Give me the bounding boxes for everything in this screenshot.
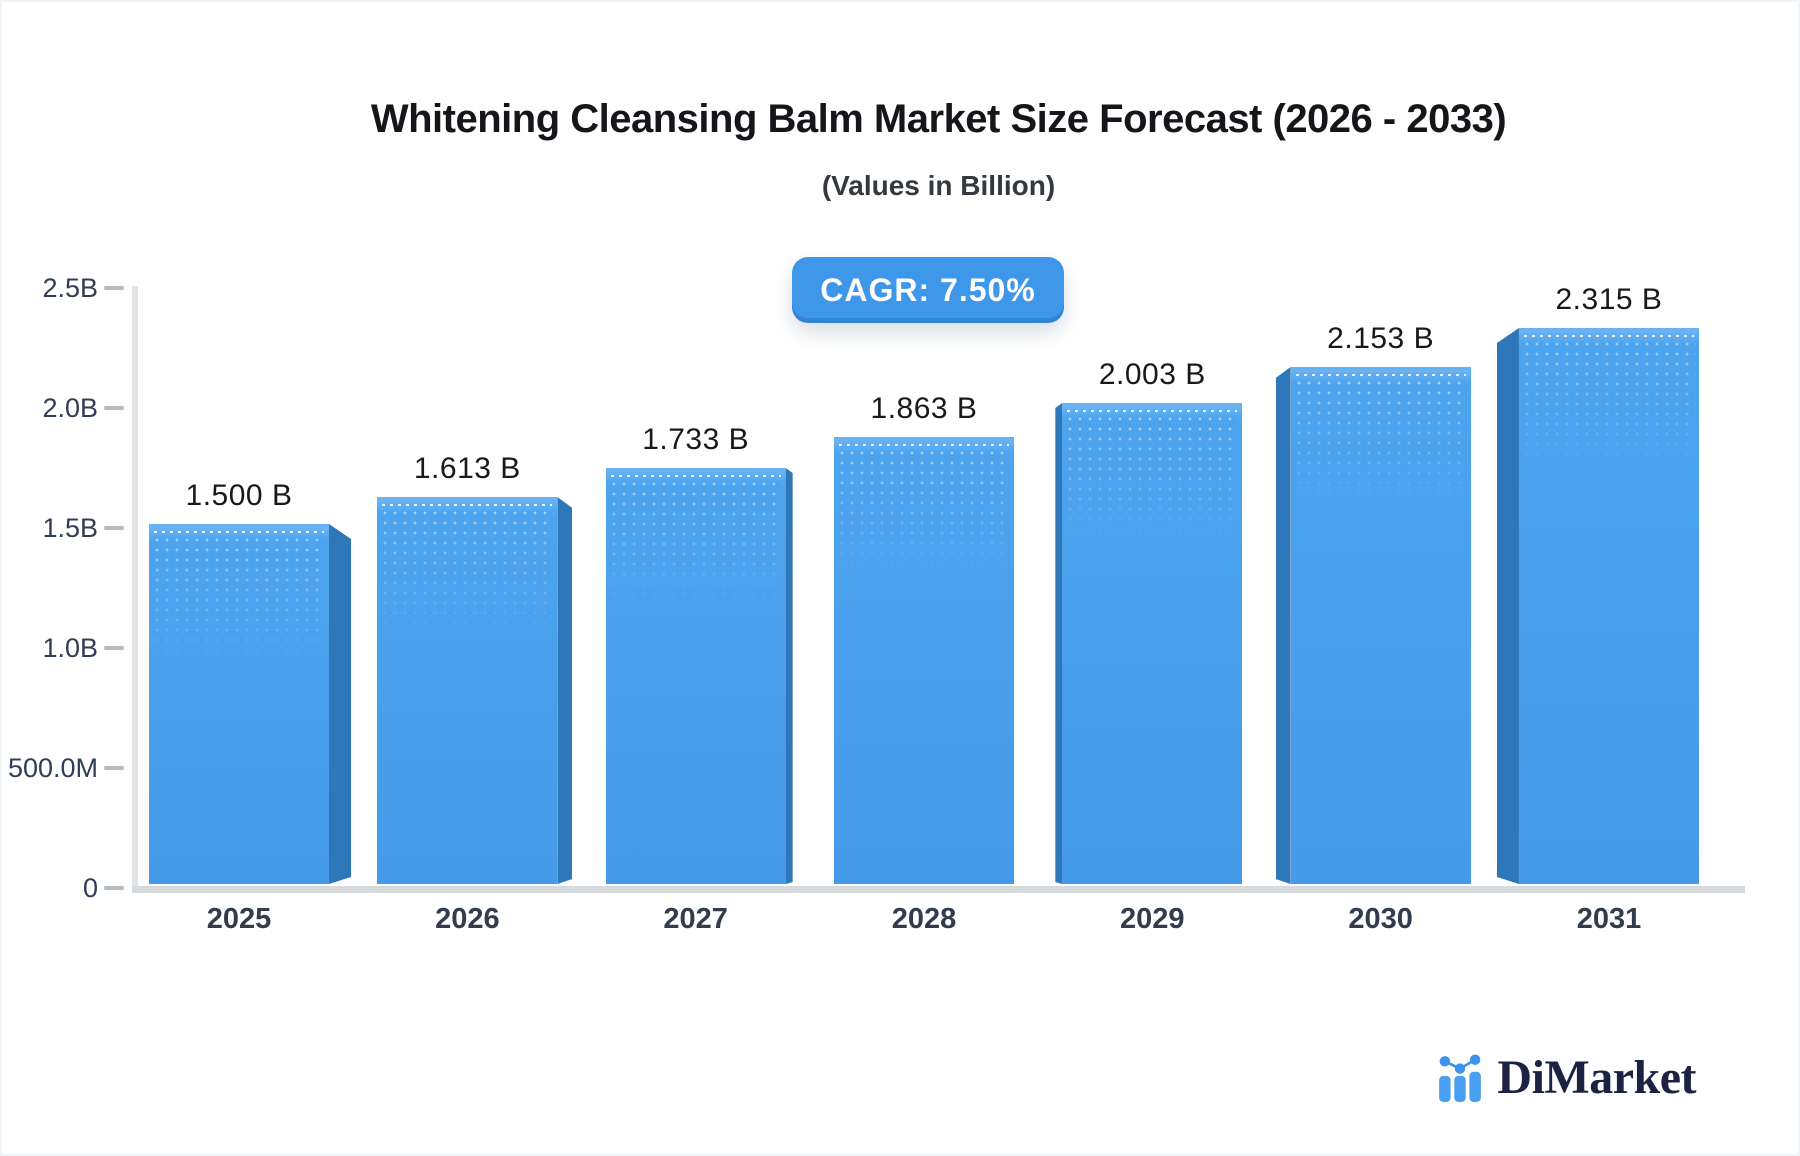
cagr-badge: CAGR: 7.50%	[792, 257, 1064, 323]
bar[interactable]	[1518, 328, 1699, 884]
y-axis-tick	[104, 286, 124, 290]
bar-value-label: 2.003 B	[1098, 358, 1206, 391]
bar-side-face	[1497, 328, 1519, 884]
y-axis-tick	[104, 646, 124, 650]
x-axis-label: 2030	[1348, 903, 1413, 935]
x-axis-label: 2031	[1576, 903, 1642, 935]
bar[interactable]	[605, 468, 786, 884]
cagr-badge-label: CAGR: 7.50%	[820, 271, 1036, 308]
y-axis-label: 1.0B	[42, 633, 98, 663]
y-axis-label: 2.5B	[42, 273, 98, 303]
bar-side-face	[329, 524, 351, 884]
bar-value-label: 1.500 B	[185, 479, 293, 512]
bar-value-label: 2.153 B	[1327, 322, 1435, 355]
bar-value-label: 1.863 B	[870, 392, 978, 425]
bar[interactable]	[833, 437, 1014, 884]
bar-value-label: 1.733 B	[642, 423, 750, 456]
x-axis-line	[132, 886, 1745, 893]
bar[interactable]	[149, 524, 329, 884]
x-axis-label: 2027	[663, 903, 728, 935]
brand-logo-text: DiMarket	[1497, 1051, 1696, 1104]
bar[interactable]	[377, 497, 558, 884]
bar-value-label: 1.613 B	[413, 452, 521, 485]
bar-side-face	[786, 468, 793, 884]
x-axis-label: 2028	[891, 903, 957, 935]
bar-side-face	[1055, 403, 1062, 884]
bar-side-face	[557, 497, 572, 884]
bar-value-label: 2.315 B	[1555, 283, 1663, 316]
y-axis-label: 1.5B	[42, 513, 98, 543]
y-axis-label: 2.0B	[42, 393, 98, 423]
y-axis-label: 500.0M	[7, 753, 98, 783]
y-axis-tick	[104, 406, 124, 410]
page-title: Whitening Cleansing Balm Market Size For…	[370, 97, 1507, 141]
x-axis-label: 2029	[1120, 903, 1185, 935]
x-axis-label: 2025	[206, 903, 272, 935]
x-axis-label: 2026	[435, 903, 500, 935]
bar-side-face	[1276, 367, 1291, 884]
y-axis-line	[132, 286, 138, 893]
bar[interactable]	[1290, 367, 1471, 884]
brand-logo: DiMarket	[1437, 1054, 1696, 1102]
y-axis-tick	[104, 526, 124, 530]
bar-line-chart-icon	[1439, 1054, 1482, 1102]
y-axis-tick	[104, 766, 124, 770]
page-subtitle: (Values in Billion)	[821, 170, 1056, 201]
bar[interactable]	[1062, 403, 1243, 884]
y-axis-label: 0	[82, 873, 98, 903]
y-axis-tick	[104, 886, 124, 890]
